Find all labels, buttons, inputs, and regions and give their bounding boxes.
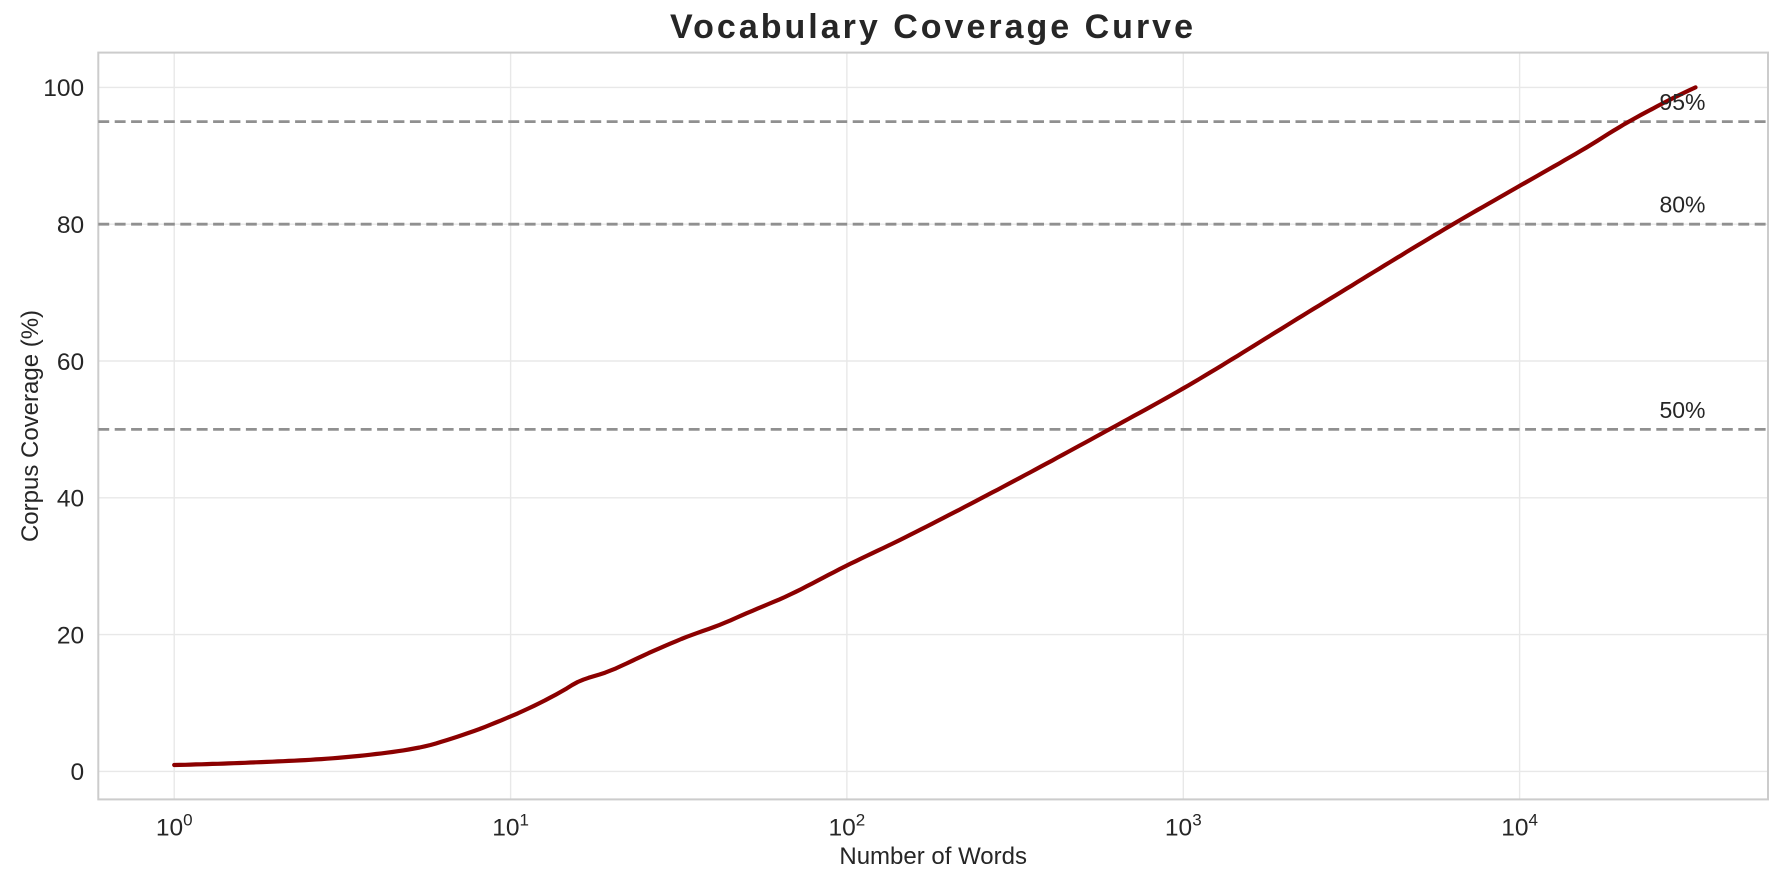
svg-text:Corpus Coverage (%): Corpus Coverage (%) <box>17 310 44 542</box>
svg-text:40: 40 <box>57 486 84 513</box>
svg-text:100: 100 <box>43 75 84 102</box>
svg-text:50%: 50% <box>1659 397 1705 423</box>
svg-text:60: 60 <box>57 349 84 376</box>
svg-text:Vocabulary Coverage Curve: Vocabulary Coverage Curve <box>670 8 1196 46</box>
svg-text:80: 80 <box>57 212 84 239</box>
svg-text:Number of Words: Number of Words <box>839 843 1027 870</box>
svg-text:95%: 95% <box>1659 89 1705 115</box>
svg-text:20: 20 <box>57 622 84 649</box>
svg-text:0: 0 <box>71 759 85 786</box>
svg-text:80%: 80% <box>1659 192 1705 218</box>
